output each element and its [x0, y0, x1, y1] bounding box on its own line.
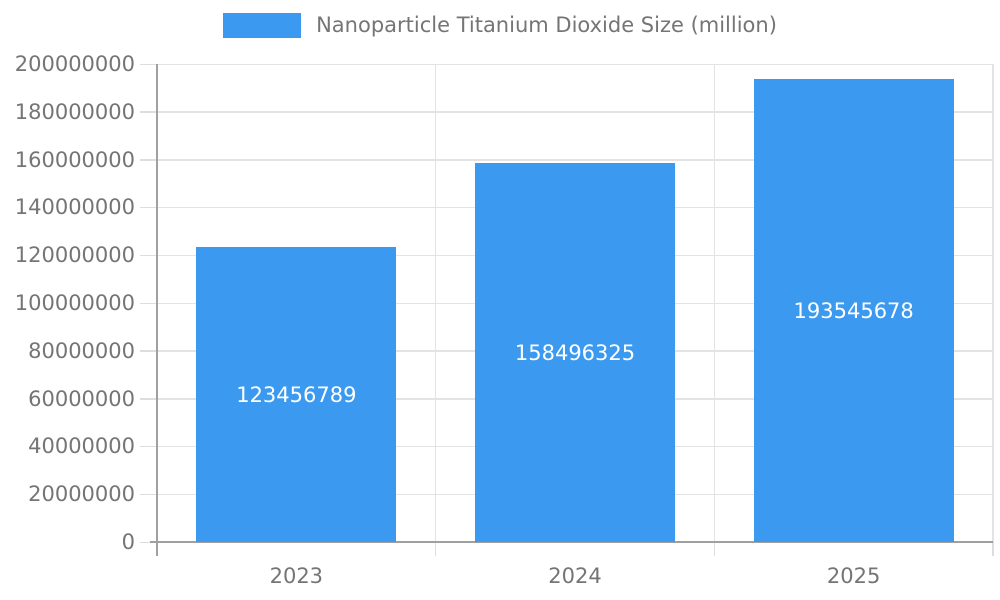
- y-axis-tick: [140, 541, 157, 543]
- gridline-vertical: [713, 64, 716, 542]
- y-axis-tick: [140, 63, 157, 65]
- y-axis-tick: [140, 398, 157, 400]
- y-axis-tick: [140, 111, 157, 113]
- y-axis-tick-label: 180000000: [14, 99, 135, 124]
- y-axis-line: [156, 64, 158, 556]
- y-axis-tick-label: 160000000: [14, 147, 135, 172]
- x-axis-tick-label: 2023: [269, 564, 324, 588]
- y-axis-tick: [140, 445, 157, 448]
- y-axis-tick-label: 140000000: [14, 195, 135, 220]
- legend-swatch: [223, 13, 302, 38]
- bar-value-label: 158496325: [514, 340, 636, 365]
- bar[interactable]: [475, 163, 675, 542]
- legend[interactable]: Nanoparticle Titanium Dioxide Size (mill…: [0, 13, 1000, 38]
- bar-value-label: 193545678: [793, 298, 914, 323]
- x-axis-tick: [434, 542, 437, 556]
- y-axis-tick: [140, 302, 157, 304]
- gridline-horizontal: [157, 63, 993, 65]
- gridline-horizontal: [157, 159, 993, 161]
- gridline-vertical: [434, 64, 437, 542]
- y-axis-tick-label: 200000000: [14, 52, 135, 76]
- x-axis-tick-label: 2025: [826, 564, 881, 588]
- y-axis-tick-label: 40000000: [28, 434, 135, 459]
- y-axis-tick-label: 20000000: [28, 482, 135, 507]
- y-axis-tick: [140, 206, 157, 209]
- y-axis-tick-label: 80000000: [28, 338, 135, 363]
- x-axis-line: [150, 541, 993, 543]
- y-axis-tick-label: 0: [121, 530, 135, 554]
- gridline-horizontal: [157, 111, 993, 113]
- bar[interactable]: [753, 79, 954, 542]
- x-axis-tick: [992, 542, 994, 556]
- bar[interactable]: [196, 247, 397, 542]
- y-axis-tick: [140, 254, 157, 257]
- y-axis-tick: [140, 159, 157, 161]
- x-axis-tick-label: 2024: [548, 564, 602, 588]
- y-axis-tick-label: 60000000: [28, 386, 135, 411]
- y-axis-tick: [140, 493, 157, 496]
- y-axis-tick-label: 120000000: [14, 243, 135, 268]
- plot-area: 200000000 180000000 160000000 140000000 1200…: [15, 52, 994, 588]
- gridline-vertical: [992, 64, 994, 542]
- y-axis-tick: [140, 350, 157, 352]
- y-axis-tick-label: 100000000: [14, 291, 135, 315]
- bar-value-label: 123456789: [236, 382, 357, 407]
- x-axis-tick: [713, 542, 716, 556]
- legend-label: Nanoparticle Titanium Dioxide Size (mill…: [316, 13, 777, 37]
